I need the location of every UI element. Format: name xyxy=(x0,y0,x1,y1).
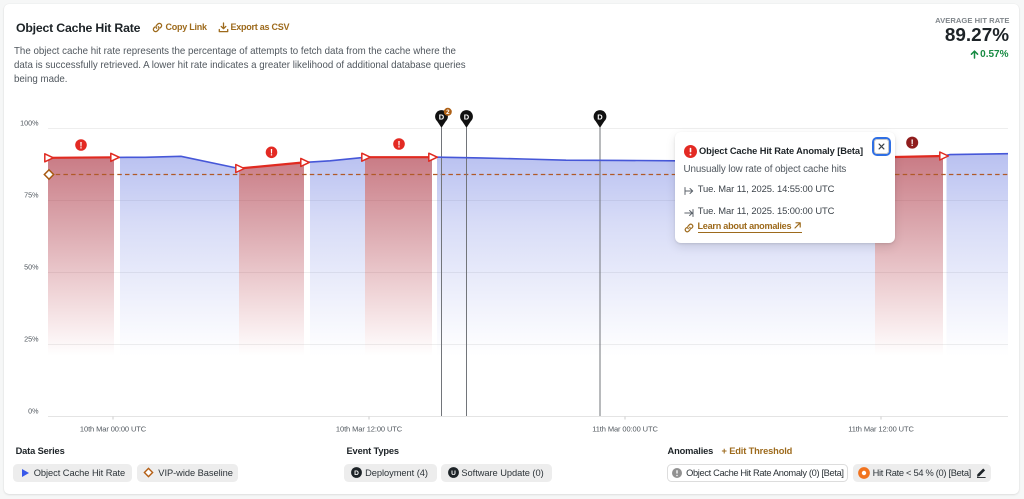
svg-text:D: D xyxy=(464,113,470,122)
svg-text:10th Mar 12:00 UTC: 10th Mar 12:00 UTC xyxy=(336,425,403,434)
svg-text:11th Mar 12:00 UTC: 11th Mar 12:00 UTC xyxy=(848,425,914,434)
svg-text:10th Mar 00:00 UTC: 10th Mar 00:00 UTC xyxy=(80,425,147,434)
svg-text:50%: 50% xyxy=(24,263,39,272)
svg-text:D: D xyxy=(354,470,359,477)
svg-text:D: D xyxy=(439,113,445,122)
svg-text:!: ! xyxy=(398,139,401,149)
svg-text:100%: 100% xyxy=(20,119,39,128)
svg-text:U: U xyxy=(451,470,456,477)
svg-text:75%: 75% xyxy=(24,191,39,200)
svg-text:11th Mar 00:00 UTC: 11th Mar 00:00 UTC xyxy=(592,425,658,434)
svg-text:0%: 0% xyxy=(28,407,39,416)
svg-text:!: ! xyxy=(911,138,914,148)
svg-text:D: D xyxy=(597,113,603,122)
svg-text:2: 2 xyxy=(446,109,450,116)
svg-text:!: ! xyxy=(80,140,83,150)
svg-text:25%: 25% xyxy=(24,335,39,344)
svg-text:!: ! xyxy=(270,148,273,158)
